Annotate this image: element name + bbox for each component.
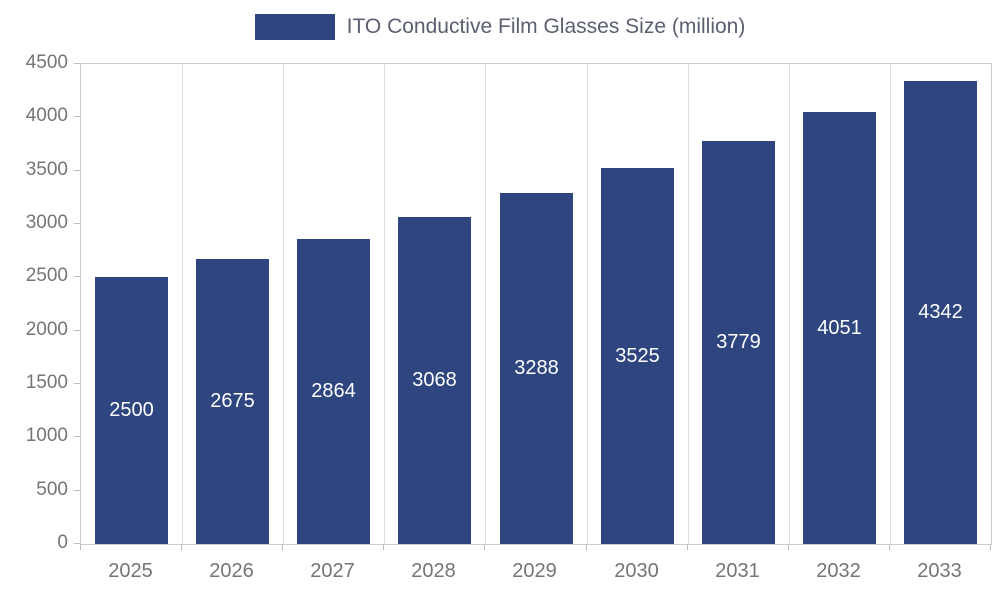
x-tick-label: 2026 xyxy=(209,560,254,582)
bar-value-label: 2675 xyxy=(210,390,255,412)
gridline-vertical xyxy=(283,64,284,544)
gridline-vertical xyxy=(384,64,385,544)
y-tick-label: 1500 xyxy=(25,372,68,393)
y-tick-label: 1000 xyxy=(25,425,68,446)
bar-value-label: 3779 xyxy=(716,331,761,353)
x-tick-mark xyxy=(383,544,384,550)
gridline-vertical xyxy=(182,64,183,544)
x-tick-label: 2032 xyxy=(816,560,861,582)
x-tick-mark xyxy=(586,544,587,550)
y-tick-mark xyxy=(74,223,80,224)
bar-2026: 2675 xyxy=(196,259,269,544)
x-tick-mark xyxy=(282,544,283,550)
x-tick-mark xyxy=(889,544,890,550)
bar-2027: 2864 xyxy=(297,239,370,544)
y-tick-mark xyxy=(74,170,80,171)
y-tick-mark xyxy=(74,490,80,491)
x-tick-label: 2030 xyxy=(614,560,659,582)
gridline-vertical xyxy=(587,64,588,544)
bar-2031: 3779 xyxy=(702,141,775,544)
x-tick-label: 2027 xyxy=(310,560,355,582)
bar-value-label: 3288 xyxy=(514,357,559,379)
y-tick-label: 4000 xyxy=(25,105,68,126)
bar-2030: 3525 xyxy=(601,168,674,544)
y-tick-label: 3500 xyxy=(25,159,68,180)
gridline-vertical xyxy=(789,64,790,544)
legend[interactable]: ITO Conductive Film Glasses Size (millio… xyxy=(0,14,1000,40)
legend-swatch xyxy=(254,14,335,40)
y-tick-label: 3000 xyxy=(25,212,68,233)
y-tick-mark xyxy=(74,383,80,384)
bar-value-label: 3525 xyxy=(615,344,660,367)
plot-area: 2500 2675 2864 3068 3288 3525 3779 4051 4342 xyxy=(80,63,992,545)
x-tick-label: 2028 xyxy=(411,560,456,582)
y-tick-label: 2000 xyxy=(25,319,68,340)
bar-2028: 3068 xyxy=(398,217,471,544)
y-tick-label: 4500 xyxy=(25,52,68,73)
y-tick-mark xyxy=(74,330,80,331)
x-tick-mark xyxy=(687,544,688,550)
x-tick-mark xyxy=(788,544,789,550)
y-tick-mark xyxy=(74,436,80,437)
bar-2032: 4051 xyxy=(803,112,876,544)
x-tick-label: 2033 xyxy=(917,560,962,582)
y-tick-mark xyxy=(74,63,80,64)
bar-value-label: 4051 xyxy=(817,316,862,339)
bar-value-label: 2864 xyxy=(311,380,356,402)
bar-2025: 2500 xyxy=(95,277,168,544)
bar-value-label: 4342 xyxy=(918,301,963,323)
y-tick-mark xyxy=(74,543,80,544)
bar-value-label: 2500 xyxy=(109,399,154,421)
bar-2029: 3288 xyxy=(500,193,573,544)
x-tick-mark xyxy=(484,544,485,550)
x-tick-mark xyxy=(80,544,81,550)
x-tick-mark xyxy=(181,544,182,550)
bar-2033: 4342 xyxy=(904,81,977,544)
y-tick-label: 0 xyxy=(57,532,68,553)
x-tick-mark xyxy=(990,544,991,550)
x-tick-label: 2025 xyxy=(108,560,153,582)
gridline-vertical xyxy=(485,64,486,544)
gridline-vertical xyxy=(688,64,689,544)
gridline-vertical xyxy=(890,64,891,544)
bar-value-label: 3068 xyxy=(412,369,457,391)
y-tick-mark xyxy=(74,116,80,117)
y-tick-label: 500 xyxy=(36,479,68,500)
y-tick-label: 2500 xyxy=(25,265,68,286)
x-tick-label: 2031 xyxy=(715,560,760,582)
y-tick-mark xyxy=(74,276,80,277)
x-tick-label: 2029 xyxy=(512,560,557,582)
legend-label: ITO Conductive Film Glasses Size (millio… xyxy=(346,15,746,38)
